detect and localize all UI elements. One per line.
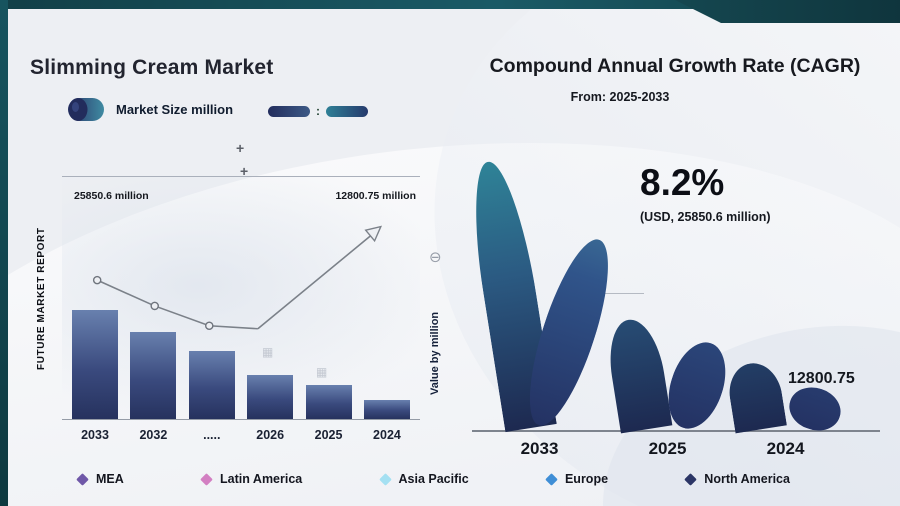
bar-2032 [130, 331, 177, 419]
legend: MEA Latin America Asia Pacific Europe North … [76, 472, 790, 486]
value-axis-label: Value by million [429, 311, 441, 395]
grid-glyph-icon: ▦ [262, 345, 274, 359]
left-bar-column [305, 177, 352, 419]
plus-icon: + [236, 140, 245, 156]
circle-minus-icon: ⊖ [429, 248, 442, 266]
legend-diamond-icon [76, 472, 89, 486]
right-bar-label: 2024 [766, 439, 805, 458]
right-bar-group-2024: 2024 [725, 152, 847, 458]
legend-item-latin-america: Latin America [200, 472, 303, 486]
bar-2025-primary [603, 315, 673, 434]
bar-2025 [305, 385, 352, 419]
left-bar-column [72, 177, 118, 419]
left-bar-label: 2032 [139, 428, 168, 442]
colon-separator: : [316, 104, 320, 118]
market-size-legend: Market Size million [64, 96, 233, 123]
top-right-accent-band [675, 0, 900, 23]
scale-pills: : [268, 104, 368, 118]
bar-..... [188, 351, 235, 419]
left-bar-column [363, 177, 410, 419]
right-bar-label: 2033 [520, 439, 559, 458]
future-market-report-label: FUTURE MARKET REPORT [36, 227, 47, 371]
right-chart-groups: 2033 2025 2024 [463, 152, 880, 458]
grid-glyph-icon: ▦ [316, 365, 328, 379]
legend-label: Latin America [220, 472, 303, 486]
legend-item-asia-pacific: Asia Pacific [378, 472, 469, 486]
right-bar-group-2033: 2033 [463, 152, 624, 458]
legend-item-europe: Europe [545, 472, 609, 486]
legend-label: Asia Pacific [398, 472, 469, 486]
value-annotation: 12800.75 [788, 370, 855, 387]
legend-diamond-icon [378, 472, 392, 486]
left-bar-column [130, 177, 177, 419]
right-chart-title: Compound Annual Growth Rate (CAGR) [489, 55, 861, 77]
left-bar-label: ..... [203, 428, 221, 442]
legend-diamond-icon [200, 472, 213, 486]
legend-diamond-icon [545, 472, 558, 486]
teal-pill-icon [326, 105, 368, 117]
left-bar-column [247, 177, 294, 419]
left-bar-label: 2026 [256, 428, 285, 442]
cylinder-icon [68, 98, 104, 121]
right-bar-group-2025: 2025 [603, 152, 736, 458]
bar-2033 [72, 310, 118, 419]
legend-label: Europe [564, 472, 609, 486]
bar-2026 [247, 375, 294, 419]
left-chart-title: Slimming Cream Market [30, 56, 274, 79]
legend-item-mea: MEA [76, 472, 124, 486]
legend-label: North America [704, 472, 790, 486]
cagr-range-subtitle: From: 2025-2033 [570, 90, 670, 104]
legend-diamond-icon [684, 472, 698, 486]
left-bar-label: 2025 [314, 428, 343, 442]
bar-2024-secondary [783, 381, 847, 438]
left-accent-bar [0, 0, 8, 506]
legend-label: MEA [96, 472, 124, 486]
right-bar-label: 2025 [648, 439, 687, 458]
market-size-legend-label: Market Size million [116, 102, 234, 117]
bar-2024 [363, 399, 410, 419]
legend-item-north-america: North America [684, 472, 790, 486]
right-chart: 2033 2025 2024 12800.75 [463, 152, 880, 458]
left-bar-label: 2024 [373, 428, 401, 442]
left-chart-labels: 2033 2032..... 2026 2025 2024 [62, 428, 420, 442]
left-chart-bars [62, 177, 420, 419]
left-chart: 25850.6 million 12800.75 million ▦ ▦ [62, 176, 420, 420]
left-bar-label: 2033 [81, 428, 109, 442]
left-bar-column [188, 177, 235, 419]
bar-2024-primary [725, 359, 787, 434]
navy-pill-icon [268, 105, 310, 117]
